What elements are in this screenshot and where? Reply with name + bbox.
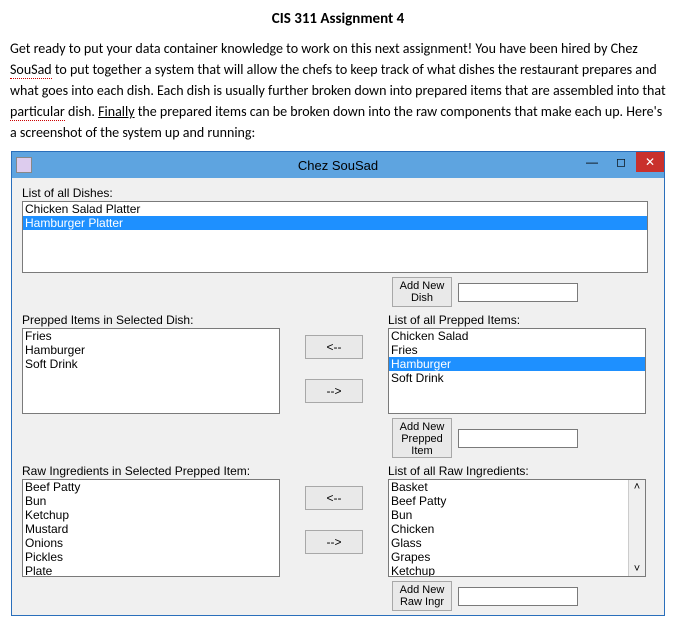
list-item[interactable]: Soft Drink <box>389 371 645 385</box>
move-right-prepped-button[interactable]: --> <box>305 379 363 403</box>
list-item[interactable]: Hamburger Platter <box>23 216 647 230</box>
window-title: Chez SouSad <box>12 158 664 173</box>
all-prepped-listbox[interactable]: Chicken SaladFriesHamburgerSoft Drink <box>388 328 646 414</box>
list-item[interactable]: Bun <box>23 494 279 508</box>
prepped-in-dish-label: Prepped Items in Selected Dish: <box>22 313 280 327</box>
add-prepped-button[interactable]: Add New Prepped Item <box>392 418 452 458</box>
list-item[interactable]: Onions <box>23 536 279 550</box>
all-raw-listbox[interactable]: ˄˅ BasketBeef PattyBunChickenGlassGrapes… <box>388 479 646 577</box>
move-right-raw-button[interactable]: --> <box>305 530 363 554</box>
raw-in-prepped-label: Raw Ingredients in Selected Prepped Item… <box>22 464 280 478</box>
maximize-button[interactable]: ◻ <box>607 152 635 172</box>
scroll-down-icon[interactable]: ˅ <box>634 562 640 576</box>
list-item[interactable]: Chicken Salad Platter <box>23 202 647 216</box>
close-button[interactable]: ✕ <box>636 152 664 172</box>
list-item[interactable]: Hamburger <box>23 343 279 357</box>
list-item[interactable]: Beef Patty <box>389 494 645 508</box>
all-raw-label: List of all Raw Ingredients: <box>388 464 646 478</box>
list-item[interactable]: Soft Drink <box>23 357 279 371</box>
doc-title: CIS 311 Assignment 4 <box>10 10 666 28</box>
list-item[interactable]: Glass <box>389 536 645 550</box>
list-item[interactable]: Chicken <box>389 522 645 536</box>
intro-text: to put together a system that will allow… <box>10 61 666 99</box>
list-item[interactable]: Grapes <box>389 550 645 564</box>
list-item[interactable]: Beef Patty <box>23 480 279 494</box>
scroll-up-icon[interactable]: ˄ <box>634 480 640 494</box>
minimize-button[interactable]: — <box>578 152 606 172</box>
list-item[interactable]: Fries <box>23 329 279 343</box>
add-prepped-input[interactable] <box>458 429 578 448</box>
list-item[interactable]: Fries <box>389 343 645 357</box>
scrollbar[interactable]: ˄˅ <box>628 480 645 576</box>
doc-intro: Get ready to put your data container kno… <box>10 38 666 143</box>
move-left-raw-button[interactable]: <-- <box>305 486 363 510</box>
add-raw-input[interactable] <box>458 587 578 606</box>
list-item[interactable]: Pickles <box>23 550 279 564</box>
list-item[interactable]: Chicken Salad <box>389 329 645 343</box>
dishes-label: List of all Dishes: <box>22 186 654 200</box>
raw-in-prepped-listbox[interactable]: Beef PattyBunKetchupMustardOnionsPickles… <box>22 479 280 577</box>
client-area: List of all Dishes: Chicken Salad Platte… <box>12 178 664 615</box>
list-item[interactable]: Plate <box>23 564 279 577</box>
list-item[interactable]: Bun <box>389 508 645 522</box>
add-dish-button[interactable]: Add New Dish <box>392 277 452 307</box>
intro-text: dish. <box>65 103 98 120</box>
move-left-prepped-button[interactable]: <-- <box>305 335 363 359</box>
list-item[interactable]: Mustard <box>23 522 279 536</box>
all-prepped-label: List of all Prepped Items: <box>388 313 646 327</box>
intro-text: Get ready to put your data container kno… <box>10 40 638 57</box>
prepped-in-dish-listbox[interactable]: FriesHamburgerSoft Drink <box>22 328 280 414</box>
list-item[interactable]: Basket <box>389 480 645 494</box>
list-item[interactable]: Ketchup <box>23 508 279 522</box>
add-raw-button[interactable]: Add New Raw Ingr <box>392 581 452 611</box>
intro-word-sousad: SouSad <box>10 61 52 79</box>
dishes-listbox[interactable]: Chicken Salad PlatterHamburger Platter <box>22 201 648 273</box>
intro-word-finally: Finally <box>98 103 134 120</box>
list-item[interactable]: Hamburger <box>389 357 645 371</box>
add-dish-input[interactable] <box>458 283 578 302</box>
app-window: Chez SouSad — ◻ ✕ List of all Dishes: Ch… <box>11 151 665 616</box>
titlebar: Chez SouSad — ◻ ✕ <box>12 152 664 178</box>
list-item[interactable]: Ketchup <box>389 564 645 577</box>
intro-word-particular: particular <box>10 103 65 121</box>
